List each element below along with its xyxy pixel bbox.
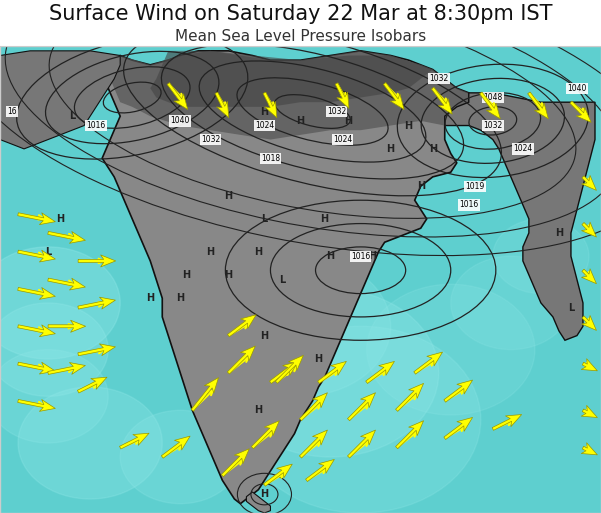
Text: H: H [344,116,353,126]
Text: H: H [254,247,263,256]
Text: H: H [416,181,425,191]
Circle shape [222,289,439,457]
Text: H: H [146,293,154,303]
Text: H: H [314,354,323,364]
Text: L: L [261,214,267,224]
Text: L: L [568,303,574,312]
Text: 1024: 1024 [333,135,352,144]
Polygon shape [246,492,270,513]
Text: 1032: 1032 [429,74,448,83]
Text: L: L [279,274,285,285]
Text: 1016: 1016 [351,252,370,261]
Text: H: H [320,214,329,224]
Text: 16: 16 [7,107,17,116]
Text: H: H [386,144,395,154]
Text: H: H [254,405,263,416]
Text: H: H [368,251,377,261]
Circle shape [240,326,481,513]
Text: 1016: 1016 [459,201,478,209]
Circle shape [120,410,240,504]
Text: H: H [326,251,335,261]
Text: H: H [404,121,413,130]
Text: H: H [206,247,215,256]
Text: H: H [260,489,269,499]
Text: Surface Wind on Saturday 22 Mar at 8:30pm IST: Surface Wind on Saturday 22 Mar at 8:30p… [49,4,552,24]
Text: 1024: 1024 [255,121,274,130]
Text: H: H [296,116,305,126]
Polygon shape [445,93,595,340]
Polygon shape [0,46,601,513]
Text: 1032: 1032 [201,135,220,144]
Polygon shape [150,51,433,107]
Text: H: H [176,293,185,303]
Text: L: L [69,111,75,121]
Circle shape [0,303,108,396]
Text: H: H [555,228,563,238]
Polygon shape [102,51,469,504]
Text: L: L [45,247,51,256]
Text: 1040: 1040 [567,84,587,93]
Text: 1016: 1016 [87,121,106,130]
Text: 1032: 1032 [327,107,346,116]
Circle shape [367,284,535,415]
Text: 1032: 1032 [483,121,502,130]
Circle shape [493,219,589,293]
Circle shape [18,387,162,499]
Text: 1019: 1019 [465,182,484,191]
Circle shape [0,350,108,443]
Text: H: H [224,270,233,280]
Text: 1040: 1040 [171,116,190,125]
Text: 1048: 1048 [483,93,502,102]
Text: H: H [429,144,437,154]
Text: H: H [260,330,269,341]
Text: H: H [260,107,269,116]
Circle shape [0,247,120,359]
Circle shape [451,256,571,350]
Text: 1024: 1024 [513,144,532,153]
Text: H: H [182,270,191,280]
Text: H: H [56,214,64,224]
Polygon shape [108,51,469,140]
Text: H: H [224,190,233,201]
Text: 1018: 1018 [261,154,280,163]
Polygon shape [0,51,120,149]
Circle shape [210,256,391,396]
Text: Mean Sea Level Pressure Isobars: Mean Sea Level Pressure Isobars [175,29,426,44]
